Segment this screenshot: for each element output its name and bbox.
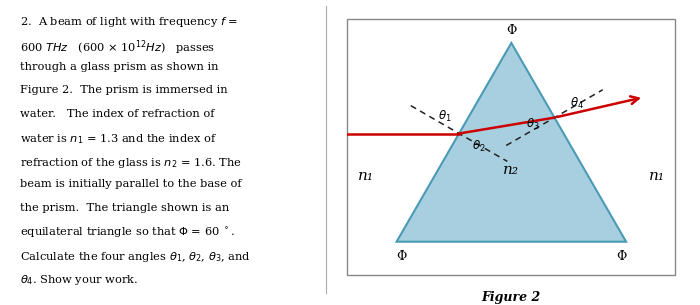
Text: 2.  A beam of light with frequency $f$ =: 2. A beam of light with frequency $f$ = [20,15,238,29]
Text: $\theta_3$: $\theta_3$ [526,117,540,132]
Text: $\theta_1$: $\theta_1$ [438,109,452,124]
Text: Figure 2: Figure 2 [482,291,541,304]
Text: through a glass prism as shown in: through a glass prism as shown in [20,62,218,72]
Text: Calculate the four angles $\theta_1$, $\theta_2$, $\theta_3$, and: Calculate the four angles $\theta_1$, $\… [20,250,251,264]
Text: n₂: n₂ [503,163,519,177]
Text: $\theta_4$: $\theta_4$ [570,96,584,111]
Text: 600 $THz$   (600 $\times$ 10$^{12}$$Hz$)   passes: 600 $THz$ (600 $\times$ 10$^{12}$$Hz$) p… [20,38,215,57]
Text: $\theta_2$: $\theta_2$ [472,138,486,153]
Text: Φ: Φ [616,250,626,263]
Text: $\theta_4$. Show your work.: $\theta_4$. Show your work. [20,273,138,287]
Text: Figure 2.  The prism is immersed in: Figure 2. The prism is immersed in [20,85,227,95]
Text: the prism.  The triangle shown is an: the prism. The triangle shown is an [20,203,229,213]
Text: water is $n_1$ = 1.3 and the index of: water is $n_1$ = 1.3 and the index of [20,132,217,146]
Text: equilateral triangle so that $\Phi$ = 60 $^\circ$.: equilateral triangle so that $\Phi$ = 60… [20,226,235,240]
Text: n₁: n₁ [358,169,373,183]
Text: beam is initially parallel to the base of: beam is initially parallel to the base o… [20,179,241,189]
Polygon shape [397,43,626,242]
Text: refraction of the glass is $n_2$ = 1.6. The: refraction of the glass is $n_2$ = 1.6. … [20,156,241,170]
Text: n₁: n₁ [650,169,665,183]
Text: water.   The index of refraction of: water. The index of refraction of [20,109,214,119]
Text: Φ: Φ [506,24,517,37]
Text: Φ: Φ [396,250,407,263]
